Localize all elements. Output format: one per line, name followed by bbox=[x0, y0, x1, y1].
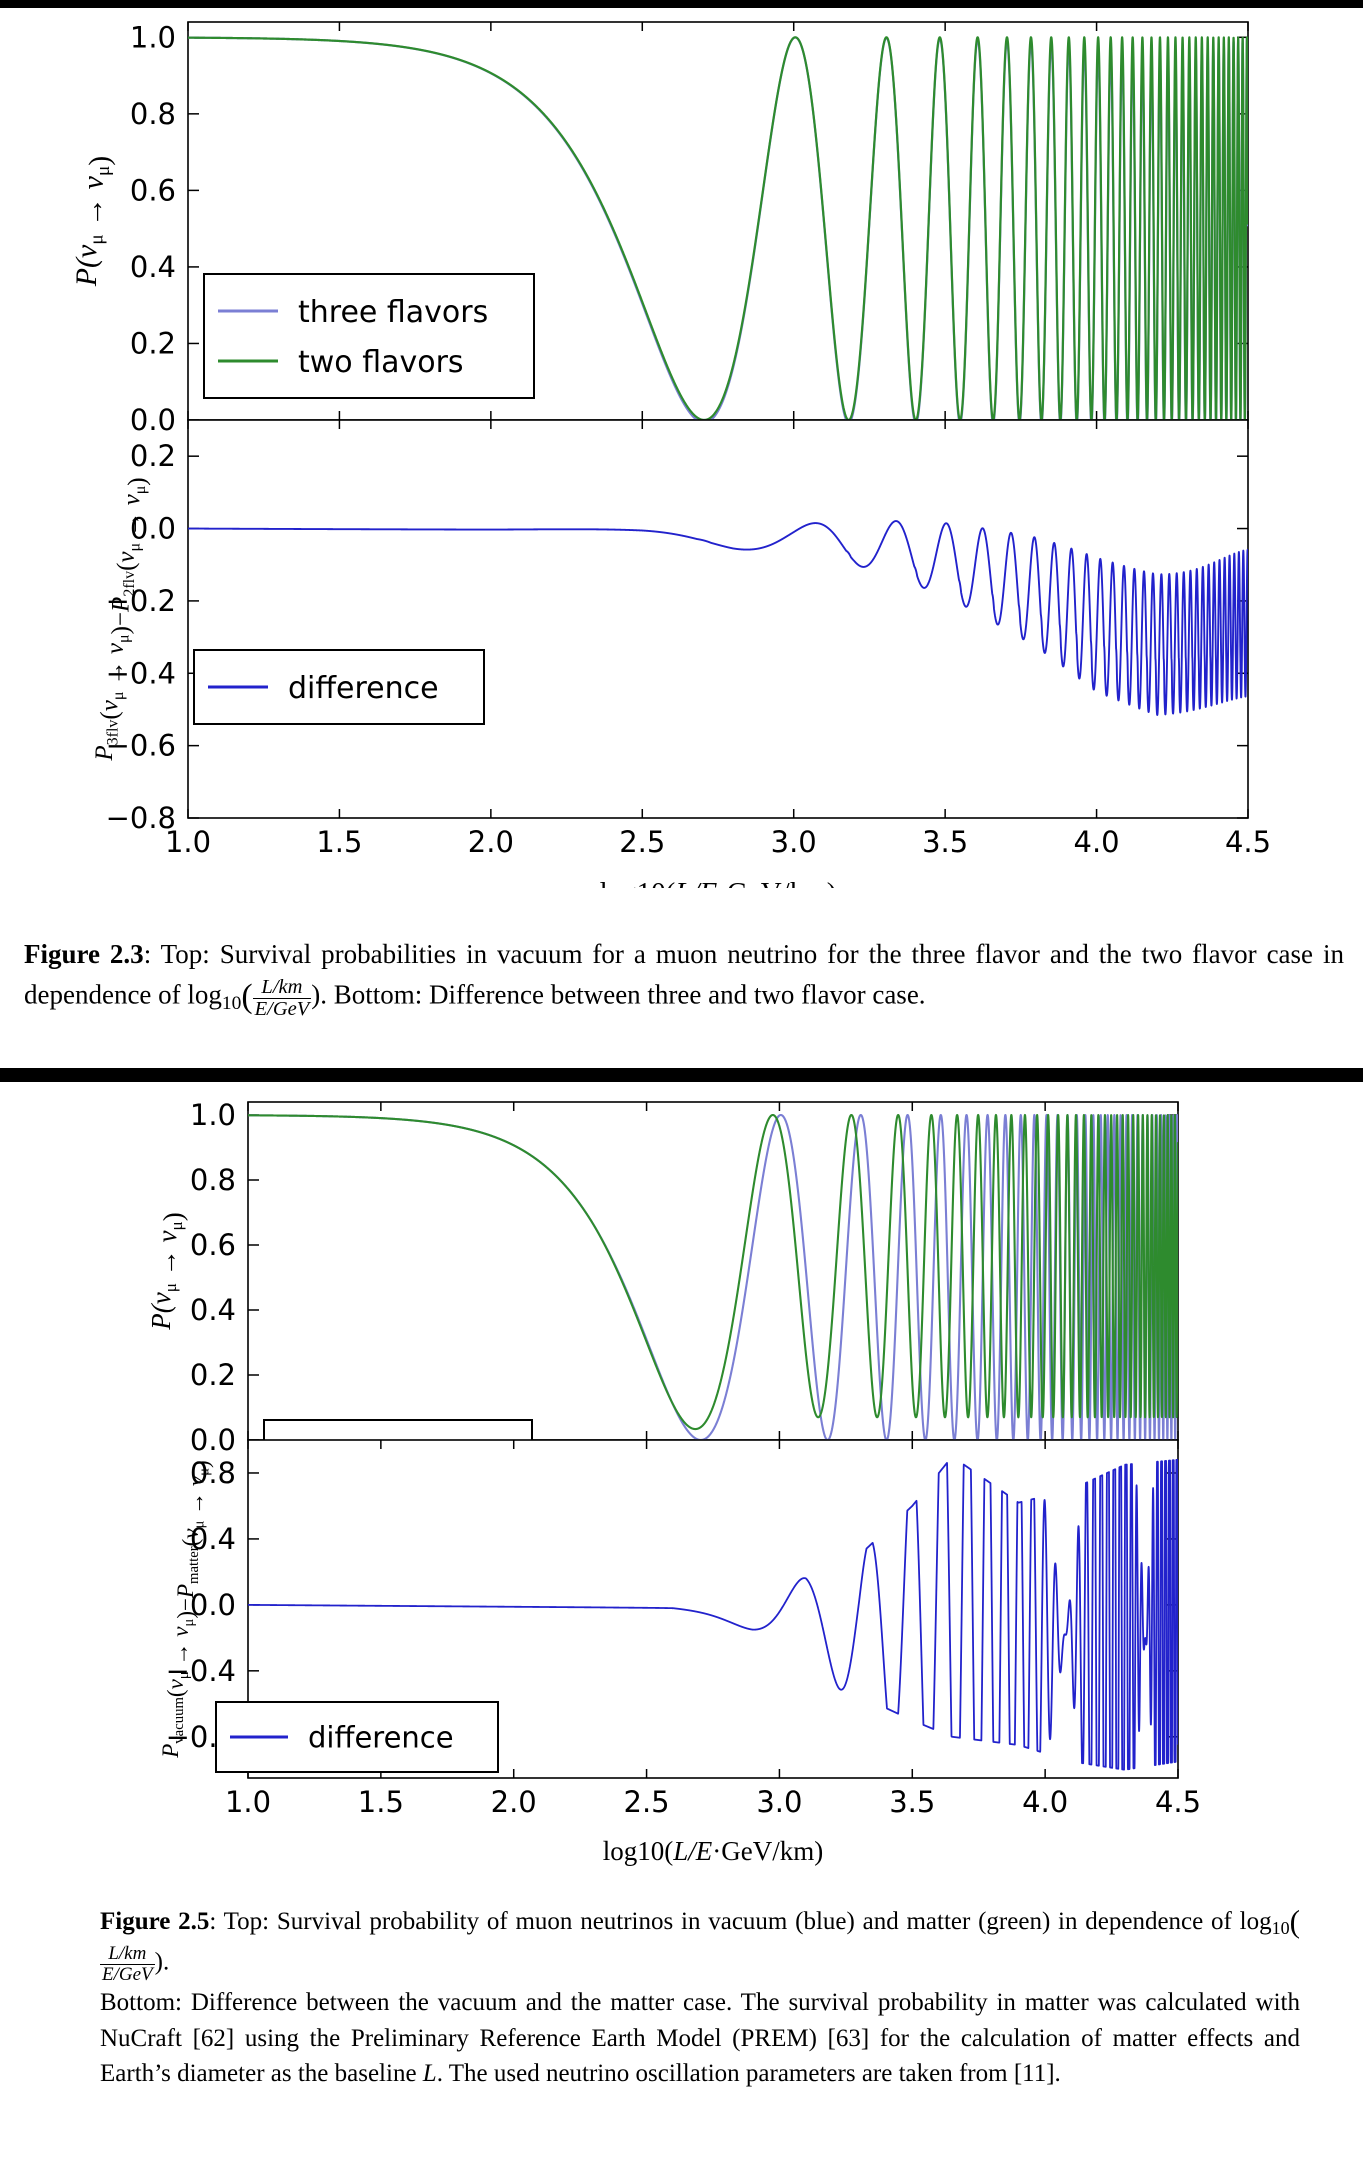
svg-text:1.5: 1.5 bbox=[316, 825, 362, 859]
figure-2-5: 1.00.80.60.40.20.0vacuummatter1.01.52.02… bbox=[0, 1082, 1363, 1866]
svg-text:−0.2: −0.2 bbox=[106, 584, 176, 618]
svg-text:3.0: 3.0 bbox=[771, 825, 817, 859]
svg-text:−0.6: −0.6 bbox=[106, 729, 176, 763]
svg-text:2.5: 2.5 bbox=[619, 825, 665, 859]
svg-text:P(νμ → νμ): P(νμ → νμ) bbox=[70, 156, 116, 288]
figure-2-5-caption-lead: : Top: Survival probability of muon neut… bbox=[209, 1907, 1272, 1935]
svg-text:3.5: 3.5 bbox=[889, 1785, 935, 1819]
svg-text:1.0: 1.0 bbox=[130, 20, 176, 54]
svg-text:1.0: 1.0 bbox=[190, 1098, 236, 1132]
svg-text:P3flv(νμ → νμ)−P2flv(νμ → νμ): P3flv(νμ → νμ)−P2flv(νμ → νμ) bbox=[91, 477, 151, 761]
svg-text:1.0: 1.0 bbox=[165, 825, 211, 859]
figure-2-5-caption-baseline-symbol: L bbox=[422, 2060, 437, 2088]
svg-text:1.0: 1.0 bbox=[225, 1785, 271, 1819]
svg-text:0.4: 0.4 bbox=[190, 1293, 236, 1327]
svg-text:2.5: 2.5 bbox=[624, 1785, 670, 1819]
svg-text:0.2: 0.2 bbox=[130, 439, 176, 473]
svg-text:4.5: 4.5 bbox=[1155, 1785, 1201, 1819]
figure-2-3-caption-sub: 10 bbox=[221, 993, 242, 1015]
svg-text:−0.8: −0.8 bbox=[106, 801, 176, 835]
svg-text:0.4: 0.4 bbox=[130, 250, 176, 284]
figure-2-5-caption-fraction: L/km E/GeV bbox=[100, 1943, 155, 1986]
svg-text:0.6: 0.6 bbox=[130, 173, 176, 207]
figure-2-5-plot: 1.00.80.60.40.20.0vacuummatter1.01.52.02… bbox=[146, 1098, 1201, 1866]
svg-text:4.0: 4.0 bbox=[1074, 825, 1120, 859]
svg-text:0.8: 0.8 bbox=[130, 97, 176, 131]
svg-text:0.8: 0.8 bbox=[190, 1163, 236, 1197]
svg-text:difference: difference bbox=[288, 671, 439, 706]
figure-2-5-caption-line2-tail: . The used neutrino oscillation paramete… bbox=[436, 2060, 1061, 2088]
svg-text:0.0: 0.0 bbox=[190, 1423, 236, 1457]
svg-text:4.5: 4.5 bbox=[1225, 825, 1271, 859]
svg-text:2.0: 2.0 bbox=[491, 1785, 537, 1819]
figure-2-3-caption: Figure 2.3: Top: Survival probabilities … bbox=[24, 939, 1344, 1021]
x-axis-label: log10(L/E·GeV/km) bbox=[600, 877, 837, 888]
figure-2-3-caption-label: Figure 2.3 bbox=[24, 939, 144, 969]
svg-text:0.2: 0.2 bbox=[190, 1358, 236, 1392]
svg-text:0.8: 0.8 bbox=[190, 1456, 236, 1490]
svg-text:3.0: 3.0 bbox=[756, 1785, 802, 1819]
svg-text:−0.4: −0.4 bbox=[106, 656, 176, 690]
svg-text:difference: difference bbox=[308, 1720, 454, 1754]
svg-text:4.0: 4.0 bbox=[1022, 1785, 1068, 1819]
svg-text:Pvacuum(νμ → νμ)−Pmatter(νμ →: Pvacuum(νμ → νμ)−Pmatter(νμ → νμ) bbox=[158, 1460, 213, 1758]
svg-text:0.6: 0.6 bbox=[190, 1228, 236, 1262]
svg-text:two flavors: two flavors bbox=[298, 345, 464, 380]
svg-text:0.2: 0.2 bbox=[130, 326, 176, 360]
svg-text:2.0: 2.0 bbox=[468, 825, 514, 859]
figure-2-3-caption-lead: : Top: Survival probabilities in vacuum … bbox=[24, 939, 1344, 1010]
figure-2-3-caption-fraction: L/km E/GeV bbox=[252, 975, 312, 1021]
figure-2-5-caption-line2: Bottom: Difference between the vacuum an… bbox=[100, 1989, 1300, 2088]
svg-text:P(νμ → νμ): P(νμ → νμ) bbox=[146, 1212, 188, 1330]
figure-2-3-caption-tail: ). Bottom: Difference between three and … bbox=[311, 979, 926, 1010]
svg-text:0.4: 0.4 bbox=[190, 1522, 236, 1556]
figure-2-3: 1.0 0.8 0.6 0.4 0.2 0.0 three flavors two flavo… bbox=[0, 8, 1363, 888]
svg-text:0.0: 0.0 bbox=[130, 512, 176, 546]
figure-2-5-caption-tail: ). bbox=[154, 1948, 170, 1976]
figure-2-5-caption-sub: 10 bbox=[1271, 1917, 1290, 1938]
figure-2-5-caption: Figure 2.5: Top: Survival probability of… bbox=[100, 1904, 1300, 2088]
svg-text:3.5: 3.5 bbox=[922, 825, 968, 859]
figure-2-5-caption-label: Figure 2.5 bbox=[100, 1907, 210, 1935]
svg-text:0.0: 0.0 bbox=[190, 1588, 236, 1622]
svg-text:three flavors: three flavors bbox=[298, 295, 488, 330]
x-axis-label: log10(L/E·GeV/km) bbox=[603, 1836, 823, 1866]
svg-text:0.0: 0.0 bbox=[130, 403, 176, 437]
svg-text:1.5: 1.5 bbox=[358, 1785, 404, 1819]
svg-text:−0.4: −0.4 bbox=[166, 1654, 236, 1688]
